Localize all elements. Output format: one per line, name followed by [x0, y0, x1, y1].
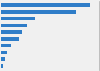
Bar: [1, 30, 22, 34]
Bar: [1, 57, 5, 61]
Bar: [1, 17, 34, 20]
Bar: [1, 51, 7, 54]
Bar: [1, 10, 76, 14]
Bar: [1, 64, 3, 68]
Bar: [1, 3, 90, 7]
Bar: [1, 44, 11, 47]
Bar: [1, 24, 26, 27]
Bar: [1, 37, 18, 41]
